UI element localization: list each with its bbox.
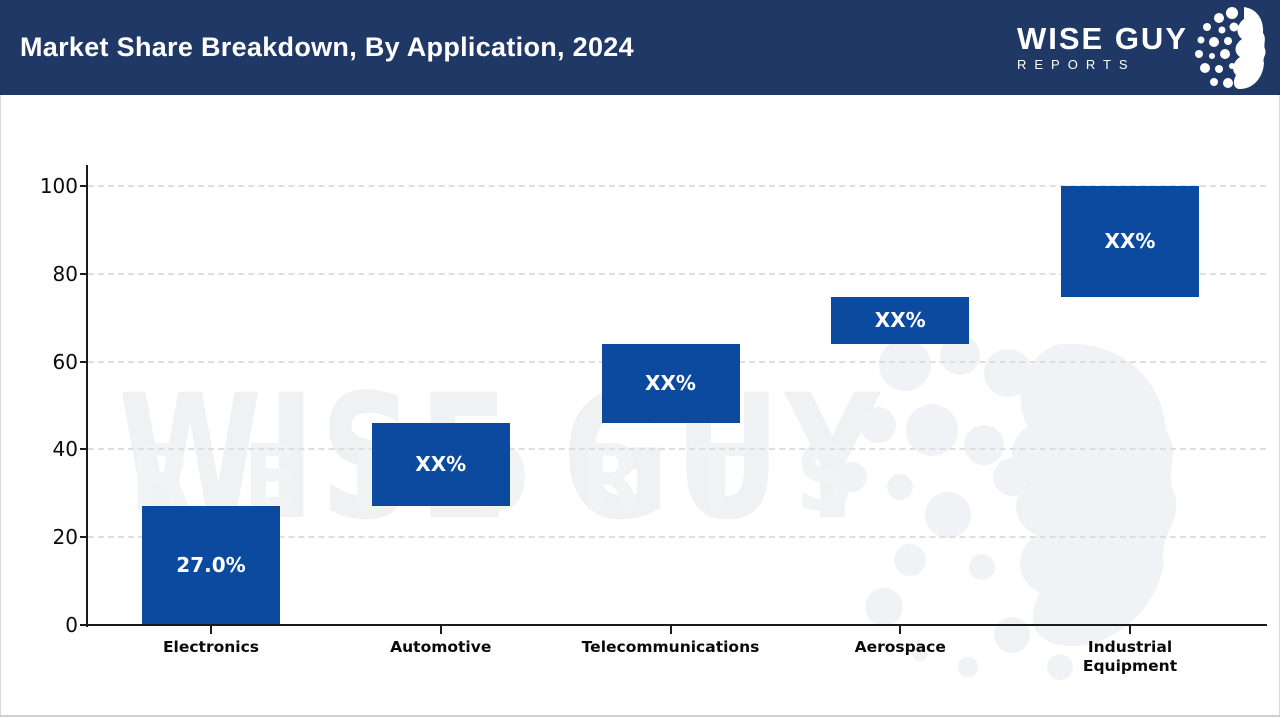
y-tick-label: 100 <box>39 174 78 198</box>
x-tick-electronics <box>210 626 212 634</box>
logo-wordmark: WISE GUY <box>1016 21 1188 56</box>
x-tick-label-telecommunications: Telecommunications <box>581 638 760 656</box>
logo-text: WISE GUY REPORTS <box>1017 23 1188 72</box>
bar-label-automotive: XX% <box>415 451 467 476</box>
x-tick-label-automotive: Automotive <box>390 638 492 656</box>
gridline-80 <box>88 272 1266 275</box>
y-tick-label: 20 <box>52 525 78 550</box>
x-tick-label-industrial-equipment: Industrial Equipment <box>1082 638 1178 676</box>
watermark-head-icon <box>837 335 1177 680</box>
y-tick-label: 40 <box>52 437 78 462</box>
y-tick-60 <box>80 360 88 363</box>
x-tick-industrial-equipment <box>1129 626 1131 634</box>
y-tick-label: 80 <box>52 261 78 286</box>
logo-head-icon <box>1195 6 1266 89</box>
y-tick-label: 0 <box>65 613 78 637</box>
bar-telecommunications <box>601 344 740 424</box>
figure-border-left <box>0 95 1 715</box>
bar-automotive <box>371 423 510 507</box>
bar-electronics <box>142 506 280 625</box>
bar-label-aerospace: XX% <box>874 307 926 332</box>
wise-guy-logo: WISE GUY REPORTS <box>1017 5 1280 91</box>
gridline-20 <box>88 536 1266 539</box>
gridline-100 <box>88 185 1266 187</box>
gridline-40 <box>88 448 1266 451</box>
bar-label-industrial-equipment: XX% <box>1104 228 1156 253</box>
logo-subtitle: REPORTS <box>1016 57 1136 72</box>
y-tick-label: 60 <box>52 349 78 374</box>
y-tick-0 <box>80 624 88 626</box>
x-axis-line <box>86 624 1267 626</box>
bar-label-telecommunications: XX% <box>645 370 696 395</box>
x-tick-automotive <box>439 626 442 634</box>
bar-aerospace <box>831 297 970 345</box>
y-tick-100 <box>80 185 88 187</box>
y-tick-20 <box>80 536 88 539</box>
plot-area: WISE GUY REPORTS 0 20 40 60 80 100 27.0% Electr… <box>0 95 1280 720</box>
header-bar: Market Share Breakdown, By Application, … <box>0 0 1280 95</box>
chart-title: Market Share Breakdown, By Application, … <box>20 32 634 62</box>
figure-border-bottom <box>0 715 1280 717</box>
y-tick-40 <box>80 448 88 451</box>
bar-label-electronics: 27.0% <box>176 552 246 577</box>
y-axis-line <box>86 165 88 627</box>
x-tick-telecommunications <box>669 626 672 634</box>
y-tick-80 <box>80 272 88 275</box>
x-tick-aerospace <box>899 626 902 634</box>
bar-industrial-equipment <box>1061 186 1199 298</box>
x-tick-label-electronics: Electronics <box>162 638 260 656</box>
x-tick-label-aerospace: Aerospace <box>854 638 946 656</box>
